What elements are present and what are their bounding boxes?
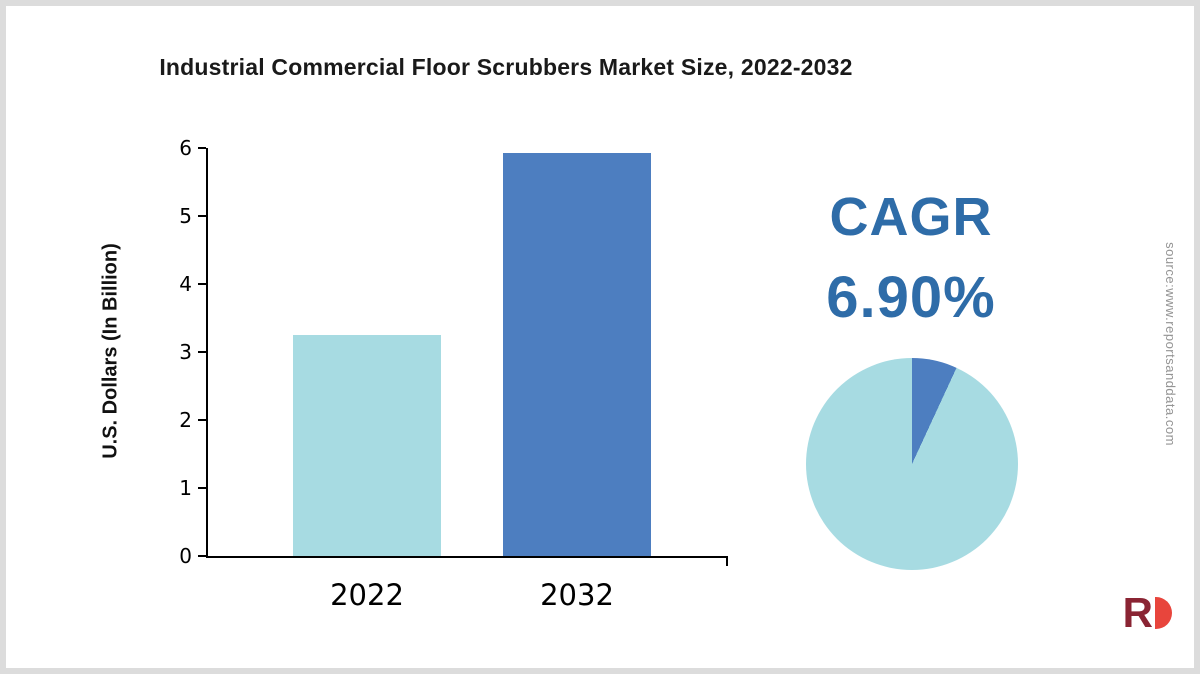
y-tick-mark [198, 487, 206, 489]
y-axis-label: U.S. Dollars (In Billion) [99, 243, 122, 459]
cagr-value: 6.90% [826, 265, 996, 330]
y-tick-mark [198, 555, 206, 557]
chart-title: Industrial Commercial Floor Scrubbers Ma… [159, 54, 853, 80]
logo-letter-r: R [1122, 589, 1153, 636]
cagr-pie [806, 358, 1018, 570]
logo: R [1123, 592, 1172, 634]
y-tick-label: 5 [179, 204, 192, 228]
y-tick-mark [198, 283, 206, 285]
bar-2032 [503, 153, 651, 556]
y-tick-label: 3 [179, 340, 192, 364]
y-tick-label: 1 [179, 476, 192, 500]
y-tick-mark [198, 351, 206, 353]
bar-plot: 0 1 2 3 4 5 6 2022 2032 [179, 136, 728, 612]
y-tick-mark [198, 215, 206, 217]
logo-d-shape [1155, 597, 1172, 629]
y-tick-label: 2 [179, 408, 192, 432]
x-axis-end-tick [726, 558, 728, 566]
x-tick-label: 2032 [540, 578, 614, 612]
x-tick-label: 2022 [330, 578, 404, 612]
cagr-label: CAGR [829, 187, 993, 247]
y-tick-label: 0 [179, 544, 192, 568]
y-tick-label: 4 [179, 272, 192, 296]
y-tick-mark [198, 419, 206, 421]
y-tick-label: 6 [179, 136, 192, 160]
source-text: source:www.reportsanddata.com [1163, 242, 1178, 446]
bar-2022 [293, 335, 441, 556]
y-tick-mark [198, 147, 206, 149]
